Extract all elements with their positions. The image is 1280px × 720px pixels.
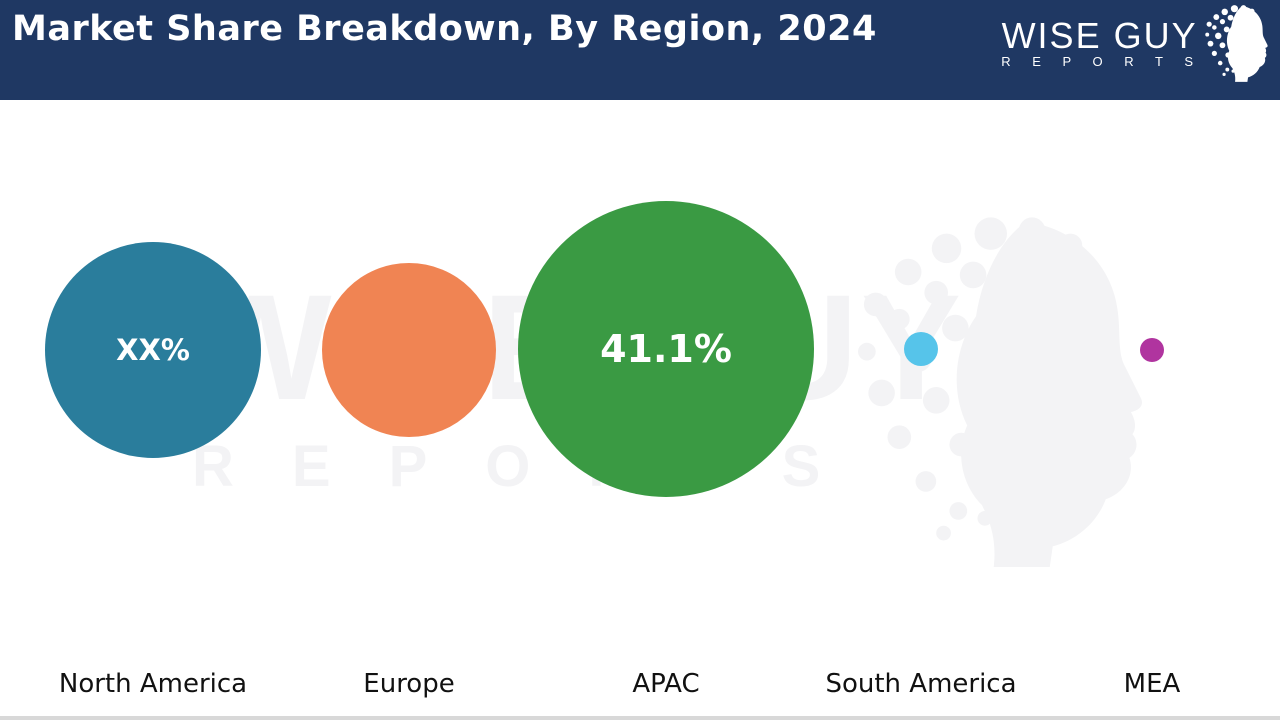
dotted-head-profile-icon (1204, 4, 1272, 82)
bubble-south-america (904, 332, 938, 366)
category-label-apac: APAC (632, 669, 700, 699)
category-label-south-america: South America (825, 669, 1017, 699)
bubble-apac: 41.1% (518, 201, 814, 497)
dotted-head-profile-icon (852, 213, 1162, 571)
logo-wordmark: WISE GUY (1001, 14, 1198, 56)
bubble-value-label: XX% (116, 333, 190, 367)
logo-text: WISE GUY R E P O R T S (997, 14, 1202, 70)
bubble-value-label: 41.1% (600, 327, 732, 371)
bottom-divider (0, 716, 1280, 720)
wise-guy-reports-logo: WISE GUY R E P O R T S (997, 4, 1272, 82)
category-label-mea: MEA (1123, 669, 1181, 699)
page-title: Market Share Breakdown, By Region, 2024 (12, 9, 877, 49)
header-bar: Market Share Breakdown, By Region, 2024 … (0, 0, 1280, 100)
bubble-north-america: XX% (45, 242, 261, 458)
category-label-europe: Europe (363, 669, 455, 699)
category-label-north-america: North America (58, 669, 248, 699)
bubble-mea (1140, 338, 1164, 362)
bubble-europe (322, 263, 496, 437)
logo-reports-text: R E P O R T S (1001, 54, 1202, 70)
